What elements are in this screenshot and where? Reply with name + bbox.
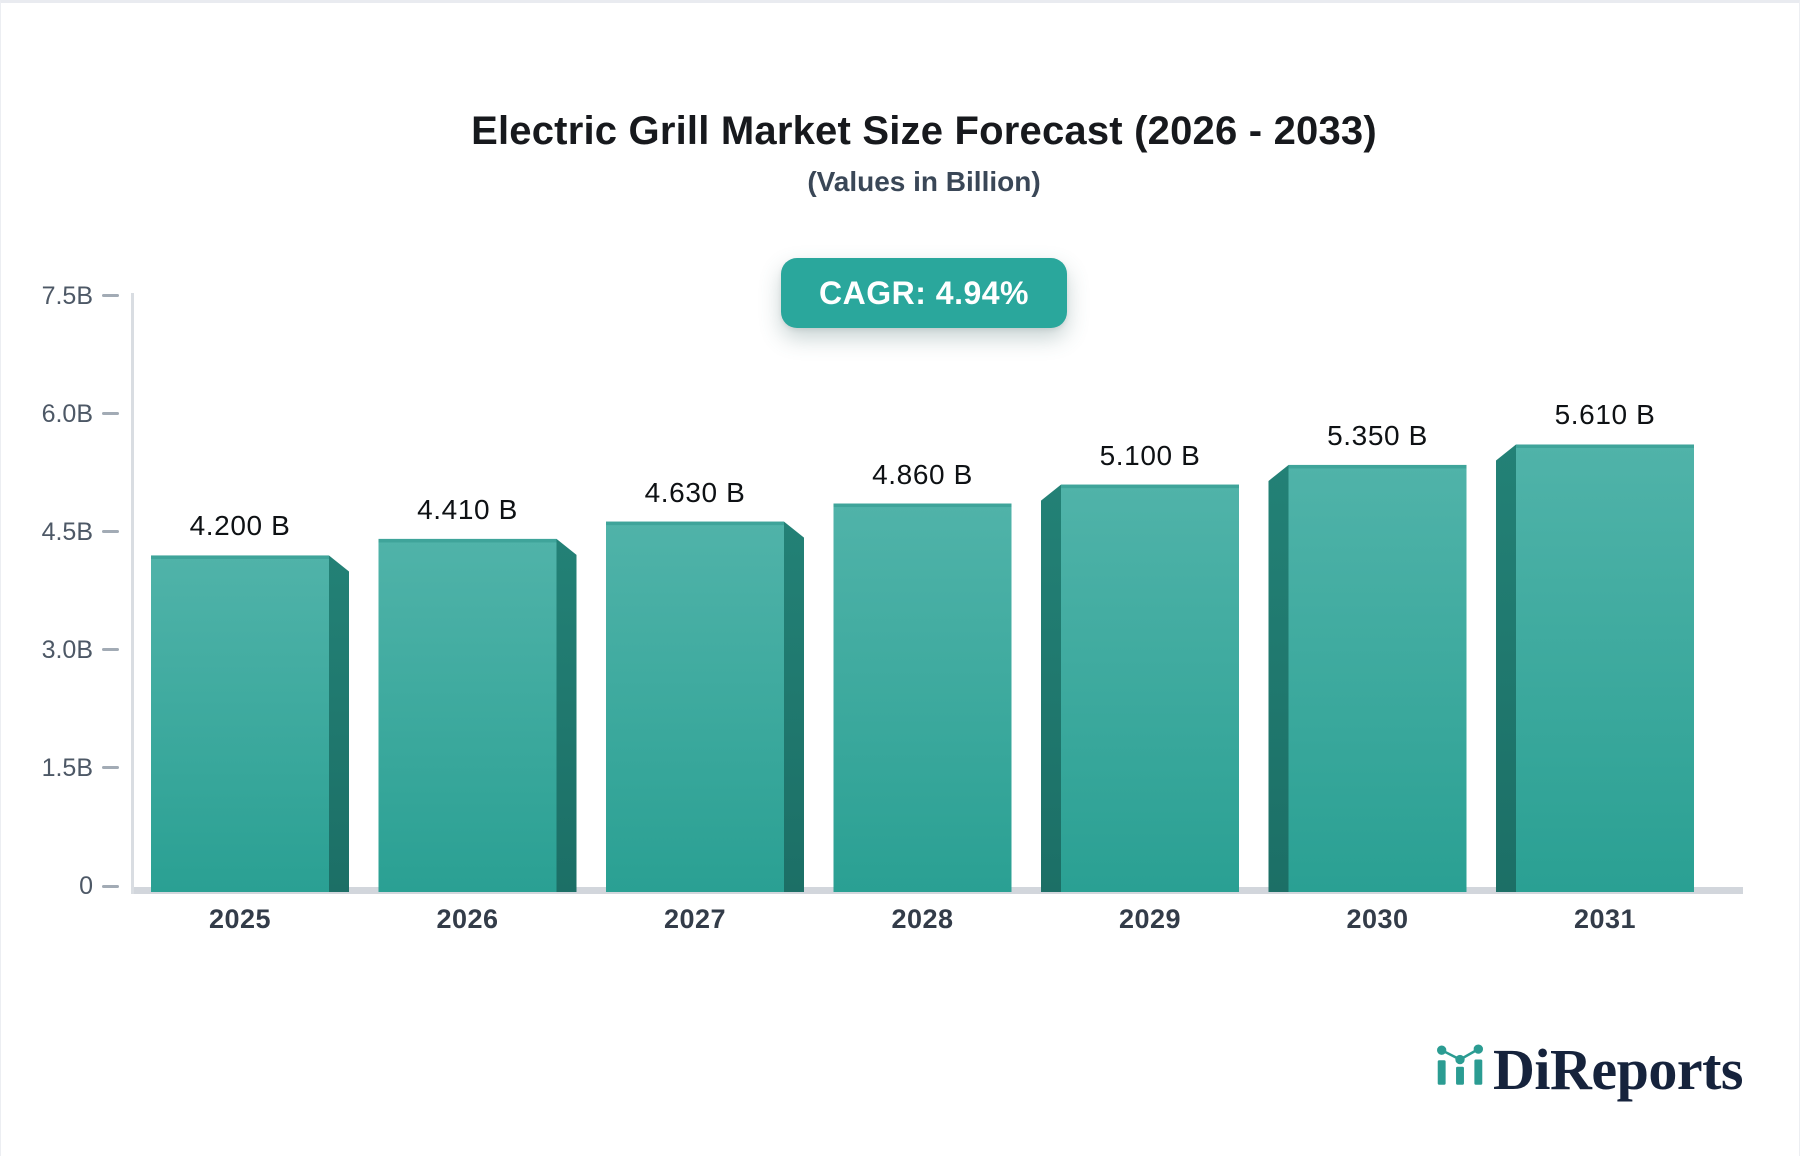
cagr-badge: CAGR: 4.94% (781, 258, 1067, 328)
bar-chart-logo-icon (1436, 1044, 1483, 1085)
y-axis-label: 4.5B (41, 517, 93, 546)
brand-logo-text: DiReports (1492, 1037, 1744, 1102)
bar-value-label: 4.630 B (644, 476, 746, 508)
bar-value-label: 4.860 B (872, 458, 973, 490)
y-axis-label: 7.5B (41, 281, 93, 310)
x-axis-label: 2031 (1573, 904, 1637, 934)
bar-side-face (1041, 484, 1061, 892)
bar-value-label: 5.350 B (1327, 419, 1428, 451)
bar-top-edge (1061, 484, 1239, 489)
bar-top-edge (1288, 464, 1467, 469)
bar-front-face (151, 555, 329, 892)
y-axis-label: 0 (79, 872, 93, 900)
y-axis-tick (102, 766, 119, 770)
chart-subtitle: (Values in Billion) (807, 166, 1041, 197)
bar-side-face (329, 555, 349, 892)
y-axis-tick (102, 530, 119, 534)
cagr-badge-row: CAGR: 4.94% (49, 258, 1799, 328)
bar-front-face (1288, 464, 1467, 892)
bar-chart: 0 1.5B 3.0B 4.5B 6.0B 7.5B 4.200 B 4.410 B 4.63… (1, 3, 1799, 1156)
y-axis-label: 3.0B (41, 635, 93, 664)
bar-top-edge (378, 538, 557, 543)
bar (378, 538, 577, 892)
y-axis-label: 1.5B (41, 753, 93, 782)
x-axis-label: 2025 (208, 904, 272, 934)
bar-top-edge (833, 503, 1012, 508)
bar-top-edge (151, 555, 329, 559)
bar-front-face (378, 538, 557, 892)
bar (606, 521, 804, 892)
bar-value-label: 5.100 B (1099, 439, 1201, 471)
bar-side-face (784, 521, 804, 892)
y-axis-label: 6.0B (41, 399, 93, 428)
y-axis-tick (102, 294, 119, 298)
bar-top-edge (606, 521, 784, 526)
bar-front-face (1061, 484, 1239, 892)
x-axis-label: 2029 (1118, 904, 1182, 934)
bar (1268, 464, 1467, 892)
bar-side-face (556, 538, 577, 892)
x-axis-label: 2030 (1346, 904, 1409, 934)
x-axis-label: 2028 (891, 904, 954, 934)
bar (151, 555, 349, 892)
y-axis-tick (102, 412, 119, 416)
y-axis-tick (102, 884, 119, 888)
bar (833, 503, 1012, 892)
x-axis-label: 2026 (436, 904, 499, 934)
bar-value-label: 4.200 B (189, 510, 291, 542)
bar-top-edge (1516, 444, 1694, 448)
bars-canvas (131, 293, 1743, 894)
chart-title: Electric Grill Market Size Forecast (202… (471, 109, 1377, 153)
bar (1496, 444, 1694, 892)
bar-front-face (606, 521, 784, 892)
y-axis-line (131, 293, 134, 894)
y-axis-tick (102, 648, 119, 652)
bar-value-label: 5.610 B (1554, 399, 1656, 431)
bar-side-face (1496, 444, 1516, 892)
bar-value-label: 4.410 B (417, 493, 518, 525)
bar (1041, 484, 1239, 892)
bar-front-face (833, 503, 1012, 892)
x-axis-label: 2027 (663, 904, 727, 934)
brand-logo: DiReports (1436, 1037, 1744, 1102)
bar-front-face (1516, 444, 1694, 892)
bar-side-face (1268, 464, 1289, 892)
